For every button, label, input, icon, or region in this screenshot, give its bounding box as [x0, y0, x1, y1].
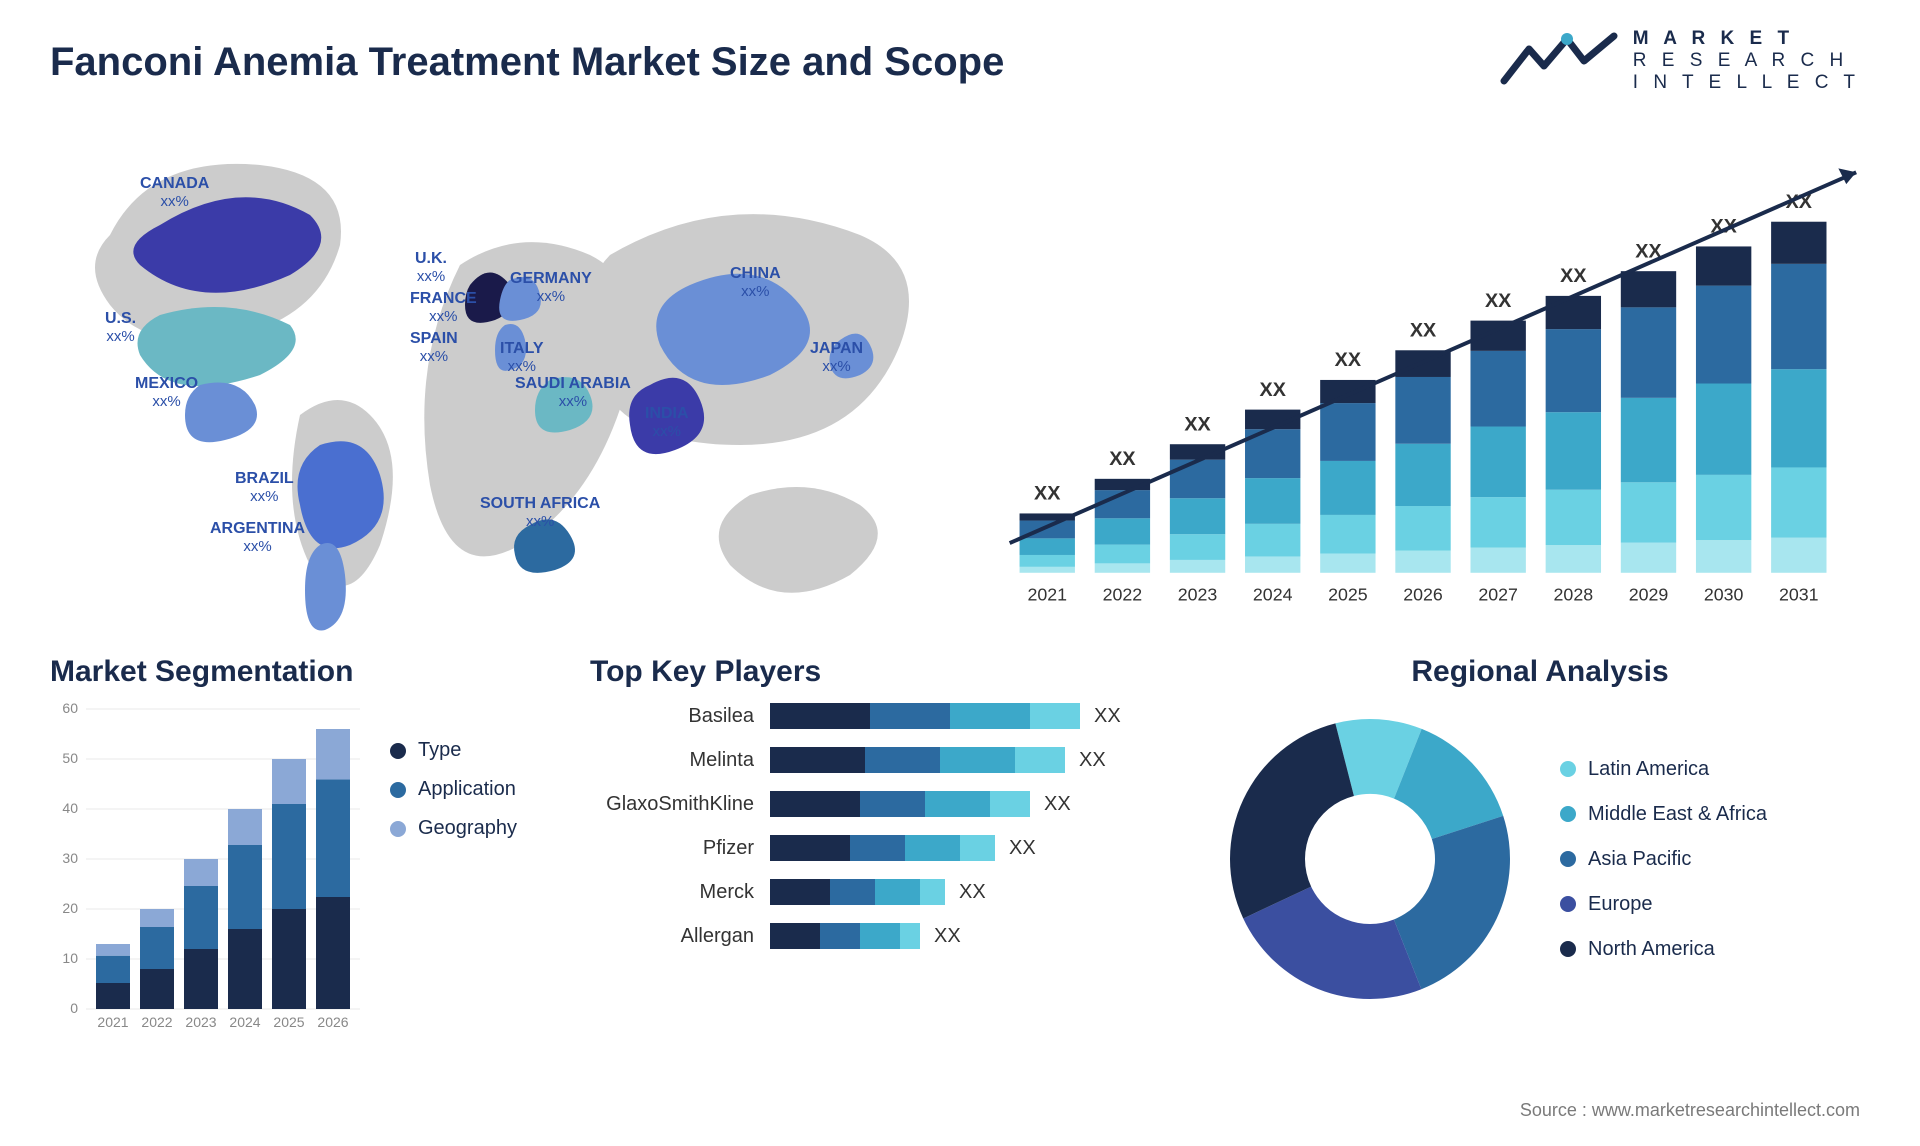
svg-text:2026: 2026 [1403, 584, 1443, 604]
svg-text:2022: 2022 [1103, 584, 1143, 604]
player-name: Merck [590, 881, 770, 904]
player-value: XX [934, 925, 961, 948]
region-legend-item: North America [1560, 938, 1767, 961]
svg-text:30: 30 [62, 850, 78, 866]
svg-text:XX: XX [1335, 349, 1362, 371]
svg-text:2025: 2025 [1328, 584, 1368, 604]
region-legend-item: Asia Pacific [1560, 848, 1767, 871]
map-label-southafrica: SOUTH AFRICAxx% [480, 495, 600, 531]
svg-text:2026: 2026 [317, 1014, 348, 1030]
player-bar [770, 703, 1080, 729]
map-label-uk: U.K.xx% [415, 250, 447, 286]
svg-text:2028: 2028 [1554, 584, 1594, 604]
players-title: Top Key Players [590, 655, 1170, 689]
svg-text:20: 20 [62, 900, 78, 916]
region-legend-item: Europe [1560, 893, 1767, 916]
svg-text:2023: 2023 [185, 1014, 216, 1030]
player-bar [770, 879, 945, 905]
player-row: Allergan XX [590, 919, 1170, 953]
svg-text:2031: 2031 [1779, 584, 1819, 604]
regional-title: Regional Analysis [1210, 655, 1870, 689]
map-label-mexico: MEXICOxx% [135, 375, 198, 411]
svg-text:2030: 2030 [1704, 584, 1744, 604]
player-name: GlaxoSmithKline [590, 793, 770, 816]
seg-legend-item: Type [390, 739, 517, 762]
segmentation-stacked-bar-chart: 0 10 20 30 40 50 60 2021 2022 2023 2024 2025 2026 [50, 699, 370, 1039]
seg-legend-item: Geography [390, 817, 517, 840]
regional-donut-chart [1210, 699, 1530, 1019]
map-label-spain: SPAINxx% [410, 330, 458, 366]
map-label-japan: JAPANxx% [810, 340, 863, 376]
logo-mark-icon [1499, 31, 1619, 91]
player-row: Pfizer XX [590, 831, 1170, 865]
player-name: Melinta [590, 749, 770, 772]
svg-text:2024: 2024 [229, 1014, 260, 1030]
svg-text:0: 0 [70, 1000, 78, 1016]
svg-text:50: 50 [62, 750, 78, 766]
map-label-france: FRANCExx% [410, 290, 477, 326]
region-legend-item: Middle East & Africa [1560, 803, 1767, 826]
map-label-canada: CANADAxx% [140, 175, 209, 211]
player-bar [770, 791, 1030, 817]
svg-text:2022: 2022 [141, 1014, 172, 1030]
region-legend-item: Latin America [1560, 758, 1767, 781]
growth-stacked-bar-chart: 2021 XX 2022 XX 2023 XX 2024 XX 2025 XX 2026 XX 2027… [980, 115, 1870, 635]
svg-text:40: 40 [62, 800, 78, 816]
map-label-italy: ITALYxx% [500, 340, 544, 376]
player-value: XX [1044, 793, 1071, 816]
player-bar [770, 923, 920, 949]
svg-text:2021: 2021 [97, 1014, 128, 1030]
player-name: Allergan [590, 925, 770, 948]
player-value: XX [1009, 837, 1036, 860]
svg-text:XX: XX [1485, 290, 1512, 312]
svg-text:10: 10 [62, 950, 78, 966]
svg-text:XX: XX [1260, 379, 1287, 401]
segmentation-panel: Market Segmentation 0 10 20 30 40 50 60 2021 202… [50, 655, 550, 1075]
regional-panel: Regional Analysis Latin America Middle Ea… [1210, 655, 1870, 1075]
svg-text:XX: XX [1410, 319, 1437, 341]
player-row: Melinta XX [590, 743, 1170, 777]
players-bar-chart: BasileaXXMelintaXXGlaxoSmithKlineXXPfize… [590, 699, 1170, 953]
player-value: XX [1079, 749, 1106, 772]
svg-text:2029: 2029 [1629, 584, 1669, 604]
regional-legend: Latin America Middle East & Africa Asia Pa… [1560, 758, 1767, 961]
player-value: XX [959, 881, 986, 904]
map-label-brazil: BRAZILxx% [235, 470, 294, 506]
map-label-argentina: ARGENTINAxx% [210, 520, 305, 556]
players-panel: Top Key Players BasileaXXMelintaXXGlaxoS… [590, 655, 1170, 1075]
player-bar [770, 835, 995, 861]
player-name: Pfizer [590, 837, 770, 860]
map-label-china: CHINAxx% [730, 265, 781, 301]
svg-text:2024: 2024 [1253, 584, 1293, 604]
svg-text:XX: XX [1034, 483, 1061, 505]
svg-text:XX: XX [1560, 265, 1587, 287]
map-label-india: INDIAxx% [645, 405, 689, 441]
svg-text:2021: 2021 [1027, 584, 1067, 604]
player-name: Basilea [590, 705, 770, 728]
player-row: Merck XX [590, 875, 1170, 909]
player-bar [770, 747, 1065, 773]
map-label-us: U.S.xx% [105, 310, 136, 346]
logo-text-3: I N T E L L E C T [1633, 72, 1860, 94]
brand-logo: M A R K E T R E S E A R C H I N T E L L … [1499, 28, 1860, 94]
svg-text:XX: XX [1184, 413, 1211, 435]
player-value: XX [1094, 705, 1121, 728]
seg-legend-item: Application [390, 778, 517, 801]
svg-text:2025: 2025 [273, 1014, 304, 1030]
map-label-germany: GERMANYxx% [510, 270, 592, 306]
svg-text:XX: XX [1109, 448, 1136, 470]
segmentation-legend: Type Application Geography [390, 699, 517, 1039]
svg-text:2027: 2027 [1478, 584, 1518, 604]
world-map-panel: CANADAxx% U.S.xx% MEXICOxx% BRAZILxx% ARGENT… [50, 115, 950, 635]
player-row: GlaxoSmithKline XX [590, 787, 1170, 821]
player-row: Basilea XX [590, 699, 1170, 733]
map-label-saudiarabia: SAUDI ARABIAxx% [515, 375, 631, 411]
segmentation-title: Market Segmentation [50, 655, 550, 689]
logo-text-2: R E S E A R C H [1633, 50, 1860, 72]
growth-chart-panel: 2021 XX 2022 XX 2023 XX 2024 XX 2025 XX 2026 XX 2027… [980, 115, 1870, 635]
source-text: Source : www.marketresearchintellect.com [1520, 1100, 1860, 1121]
svg-text:2023: 2023 [1178, 584, 1218, 604]
logo-text-1: M A R K E T [1633, 28, 1860, 50]
svg-text:60: 60 [62, 700, 78, 716]
